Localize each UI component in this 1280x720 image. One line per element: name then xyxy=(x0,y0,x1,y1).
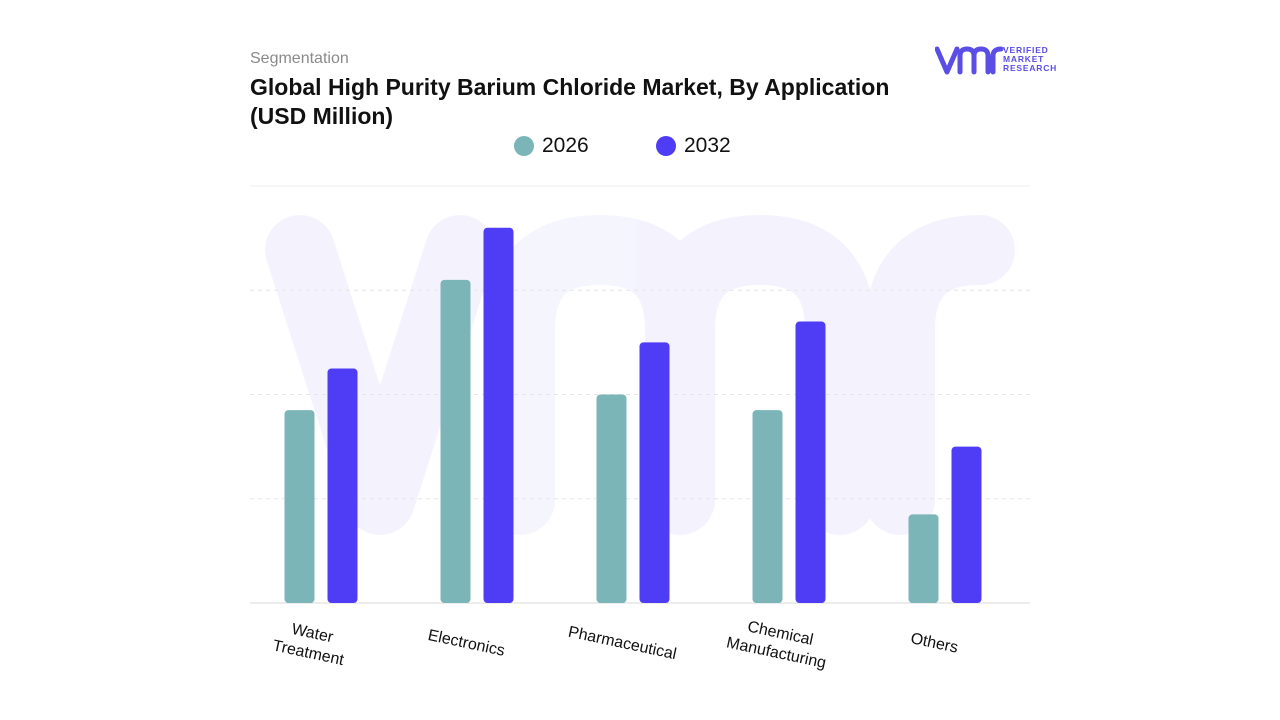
segment-eyebrow: Segmentation xyxy=(250,50,349,67)
x-tick-label: Others xyxy=(909,630,960,657)
legend-label-2026: 2026 xyxy=(542,134,589,157)
bar-2026-water-treatment xyxy=(284,410,315,603)
bar-2026-pharmaceutical xyxy=(596,394,627,603)
x-tick-label: Electronics xyxy=(426,627,506,660)
legend-item-2032: 2032 xyxy=(656,134,731,158)
bar-2032-electronics xyxy=(483,227,514,603)
bar-2026-electronics xyxy=(440,279,471,603)
bar-2032-others xyxy=(951,446,982,603)
bar-2032-water-treatment xyxy=(327,368,358,603)
legend-item-2026: 2026 xyxy=(514,134,589,158)
brand-logo: VERIFIED MARKET RESEARCH xyxy=(934,44,1065,76)
bar-2032-chemical-manufacturing xyxy=(795,321,826,603)
chart-legend: 2026 2032 xyxy=(0,134,1280,164)
x-tick-label: Pharmaceutical xyxy=(567,624,678,664)
logo-line-3: RESEARCH xyxy=(1003,63,1057,73)
bar-2026-others xyxy=(908,514,939,603)
logo-line-2: MARKET xyxy=(1003,54,1044,64)
legend-swatch-2032 xyxy=(656,136,676,156)
watermark-logo xyxy=(265,214,1015,535)
chart-title: Global High Purity Barium Chloride Marke… xyxy=(250,73,950,131)
logo-line-1: VERIFIED xyxy=(1003,45,1049,55)
vmr-logo-icon: VERIFIED MARKET RESEARCH xyxy=(934,45,1057,75)
x-tick-label: WaterTreatment xyxy=(271,618,350,669)
legend-label-2032: 2032 xyxy=(684,134,731,157)
bar-2032-pharmaceutical xyxy=(639,342,670,603)
legend-swatch-2026 xyxy=(514,136,534,156)
chart-title-line-2: (USD Million) xyxy=(250,103,394,129)
bar-2026-chemical-manufacturing xyxy=(752,410,783,603)
x-tick-label: ChemicalManufacturing xyxy=(725,615,832,672)
chart-title-line-1: Global High Purity Barium Chloride Marke… xyxy=(250,74,890,100)
